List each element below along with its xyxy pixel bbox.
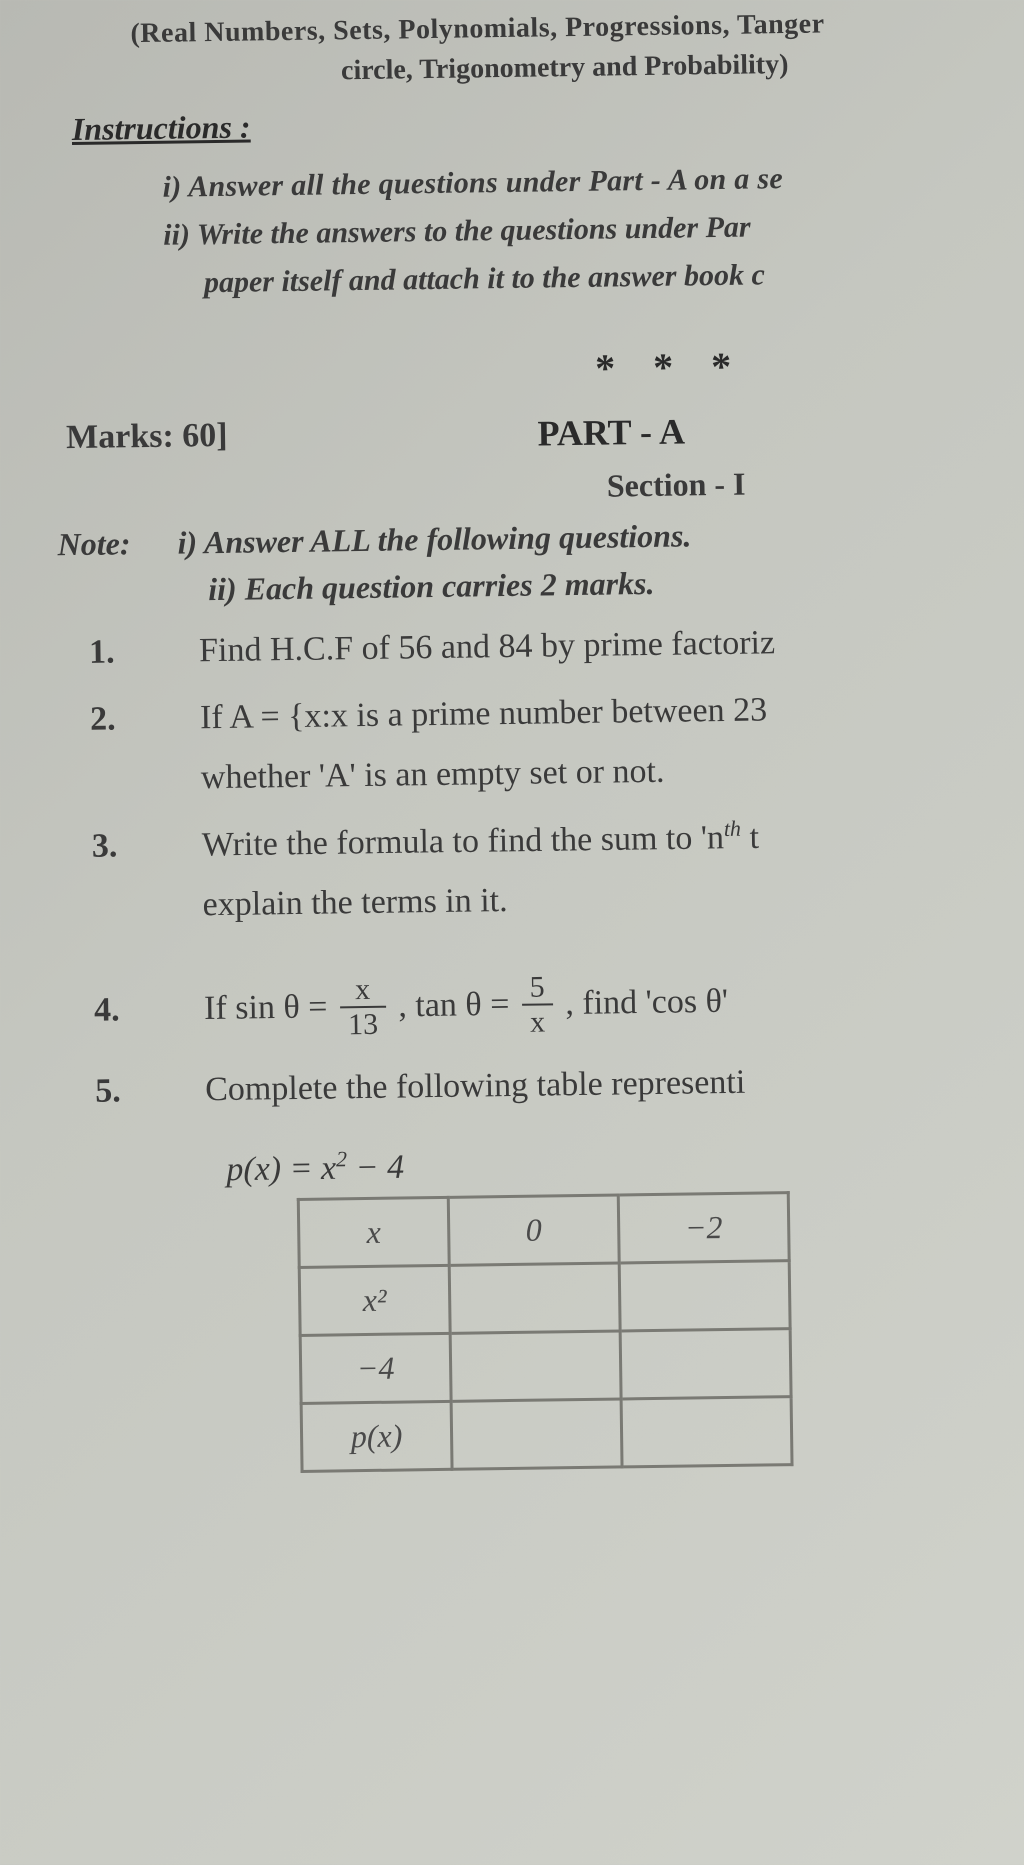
separator-stars: * * * — [595, 339, 1024, 392]
polynomial-expr: p(x) = x2 − 4 — [226, 1137, 1024, 1190]
cell — [449, 1263, 620, 1333]
q2-number: 2. — [90, 700, 201, 740]
marks-label: Marks: 60] — [66, 417, 228, 461]
q2-text: If A = {x:x is a prime number between 23 — [200, 682, 1024, 743]
q3-text-a: Write the formula to find the sum to 'n — [202, 819, 725, 863]
instructions-heading: Instructions : — [72, 98, 1024, 148]
note-label: Note: — [57, 525, 178, 564]
instruction-item-2-cont: paper itself and attach it to the answer… — [204, 255, 1024, 301]
row-neg4-label: −4 — [300, 1334, 451, 1404]
note-ii: ii) Each question carries 2 marks. — [208, 560, 1024, 609]
value-table: x 0 −2 x² −4 p(x) — [297, 1192, 794, 1474]
header-topics-line2: circle, Trigonometry and Probability) — [341, 46, 1024, 88]
th-neg2: −2 — [618, 1193, 789, 1263]
q3-number: 3. — [92, 826, 203, 866]
table-header-row: x 0 −2 — [298, 1193, 789, 1268]
q4-frac2-den: x — [522, 1005, 553, 1038]
th-x: x — [298, 1198, 449, 1268]
q5-number: 5. — [95, 1071, 206, 1111]
q4-frac2: 5 x — [521, 970, 553, 1038]
section-heading: Section - I — [607, 462, 1024, 505]
q1-number: 1. — [89, 632, 200, 672]
question-4: 4. If sin θ = x 13 , tan θ = 5 x , find … — [84, 965, 1024, 1046]
header-topics-line1: (Real Numbers, Sets, Polynomials, Progre… — [130, 6, 1024, 50]
note-i: i) Answer ALL the following questions. — [177, 517, 691, 561]
q2-cont: whether 'A' is an empty set or not. — [201, 741, 1024, 802]
q4-text: If sin θ = x 13 , tan θ = 5 x , find 'co… — [204, 965, 1024, 1045]
poly-exp: 2 — [336, 1146, 347, 1171]
q4-frac2-num: 5 — [521, 970, 552, 1005]
row-px-label: p(x) — [301, 1402, 452, 1472]
table-row: −4 — [300, 1329, 791, 1404]
q3-cont: explain the terms in it. — [202, 868, 1024, 929]
q4-mid: , tan θ = — [398, 985, 518, 1024]
exam-page: (Real Numbers, Sets, Polynomials, Progre… — [0, 0, 1024, 1865]
q1-text: Find H.C.F of 56 and 84 by prime factori… — [199, 615, 1024, 676]
note-row: Note: i) Answer ALL the following questi… — [77, 513, 1024, 563]
instruction-item-2: ii) Write the answers to the questions u… — [163, 207, 1024, 253]
q4-suffix: , find 'cos θ' — [565, 983, 728, 1022]
cell — [619, 1261, 790, 1331]
cell — [450, 1331, 621, 1401]
q4-frac1-den: 13 — [340, 1008, 386, 1042]
cell — [451, 1399, 622, 1469]
q4-prefix: If sin θ = — [204, 988, 336, 1027]
poly-rhs: − 4 — [347, 1149, 404, 1187]
cell — [620, 1329, 791, 1399]
question-3: 3. Write the formula to find the sum to … — [81, 809, 1024, 872]
marks-row: Marks: 60] PART - A — [76, 406, 1024, 461]
q3-text: Write the formula to find the sum to 'nt… — [201, 809, 1024, 870]
poly-lhs: p(x) = x — [226, 1150, 336, 1189]
q3-sup: th — [724, 816, 741, 841]
th-0: 0 — [448, 1195, 619, 1265]
q4-frac1-num: x — [339, 973, 385, 1009]
question-2: 2. If A = {x:x is a prime number between… — [80, 682, 1024, 745]
q5-text: Complete the following table representi — [205, 1053, 1024, 1114]
q4-frac1: x 13 — [339, 973, 386, 1042]
row-xsq-label: x² — [299, 1266, 450, 1336]
question-5: 5. Complete the following table represen… — [85, 1053, 1024, 1116]
cell — [621, 1397, 792, 1467]
question-1: 1. Find H.C.F of 56 and 84 by prime fact… — [79, 615, 1024, 678]
q3-text-b: t — [741, 819, 759, 856]
instruction-item-1: i) Answer all the questions under Part -… — [162, 159, 1024, 205]
part-heading: PART - A — [537, 410, 685, 454]
table-row: p(x) — [301, 1397, 792, 1472]
table-row: x² — [299, 1261, 790, 1336]
q4-number: 4. — [94, 990, 205, 1030]
